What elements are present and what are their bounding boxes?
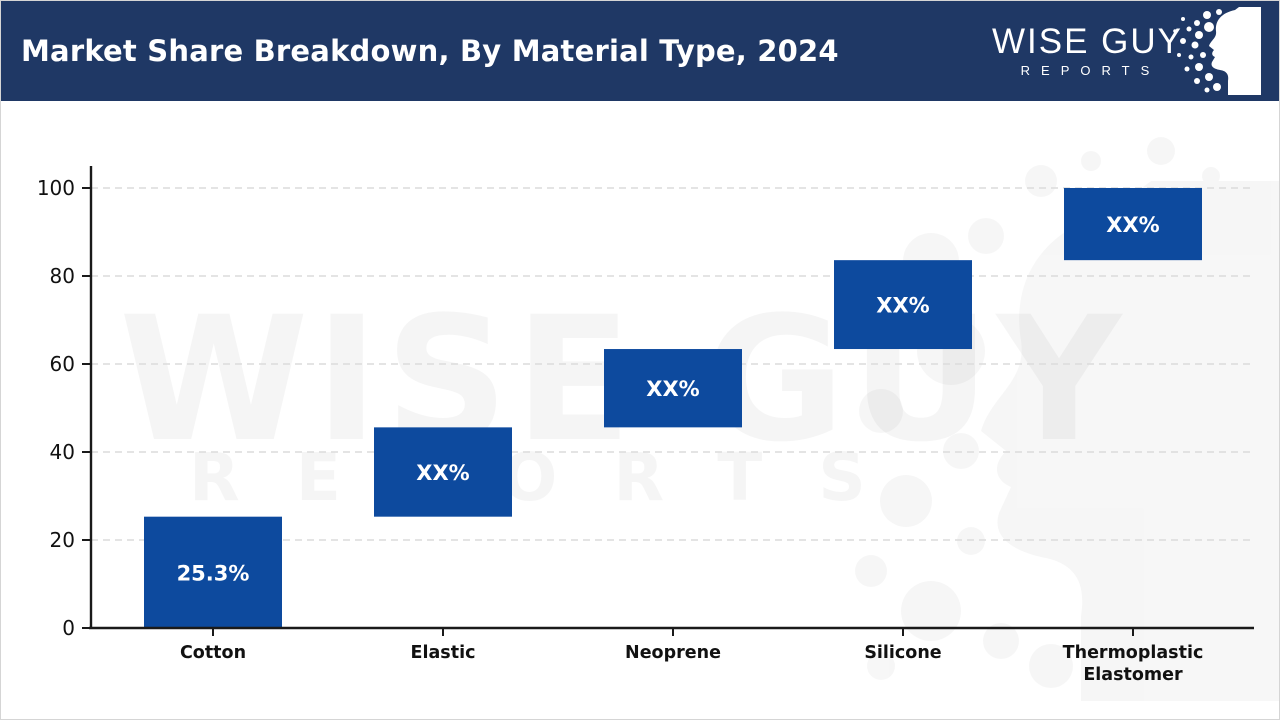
y-tick-label: 0 — [62, 616, 75, 640]
bar-chart-plot: 0 20 40 60 80 100 25.3% XX% XX% XX% XX% Cotton Elast… — [37, 166, 1254, 685]
x-tick-label: Neoprene — [625, 643, 721, 663]
x-tick-label: Elastic — [411, 643, 476, 663]
bar-neoprene — [604, 349, 742, 428]
bar-value-label: XX% — [646, 377, 699, 401]
logo-wordmark: WISE GUY — [991, 22, 1183, 61]
x-tick-label: Thermoplastic — [1063, 643, 1204, 663]
x-tick-label: Elastomer — [1083, 665, 1183, 685]
y-tick-label: 60 — [50, 352, 75, 376]
bar-value-label: 25.3% — [177, 561, 250, 585]
bar-value-label: XX% — [876, 294, 929, 318]
y-tick-label: 20 — [50, 528, 75, 552]
logo-subtitle: REPORTS — [1020, 63, 1161, 78]
x-tick-label: Silicone — [864, 643, 941, 663]
bar-elastic — [374, 427, 512, 517]
wise-guy-reports-logo: WISE GUY REPORTS — [992, 7, 1261, 95]
y-tick-label: 100 — [37, 176, 75, 200]
bar-silicone — [834, 260, 972, 350]
bar-thermoplastic-elastomer — [1064, 188, 1202, 261]
bar-cotton — [144, 516, 282, 628]
header-bar: Market Share Breakdown, By Material Type… — [1, 1, 1279, 101]
bar-value-label: XX% — [1106, 213, 1159, 237]
x-tick-label: Cotton — [180, 643, 246, 663]
bar-value-label: XX% — [416, 461, 469, 485]
y-tick-label: 40 — [50, 440, 75, 464]
chart-title: Market Share Breakdown, By Material Type… — [21, 34, 839, 68]
logo-text: WISE GUY REPORTS — [992, 24, 1183, 78]
logo-head-icon — [1173, 7, 1261, 95]
y-tick-label: 80 — [50, 264, 75, 288]
